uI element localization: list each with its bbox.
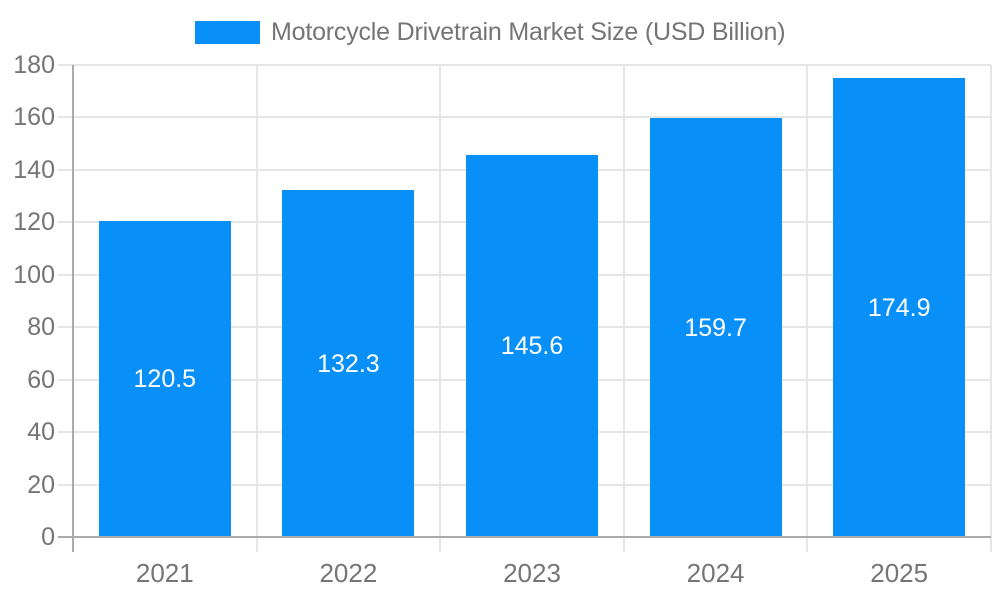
v-gridline bbox=[255, 65, 258, 552]
x-axis-tick-label: 2023 bbox=[503, 558, 561, 588]
y-axis-tick-label: 60 bbox=[27, 365, 55, 394]
bar[interactable] bbox=[649, 118, 782, 537]
v-gridline bbox=[806, 65, 809, 552]
y-axis-tick-label: 0 bbox=[41, 523, 55, 551]
bar-value-label: 174.9 bbox=[867, 293, 931, 322]
x-axis-tick-label: 2025 bbox=[870, 558, 929, 588]
x-axis-line bbox=[58, 536, 991, 538]
legend-item[interactable]: Motorcycle Drivetrain Market Size (USD B… bbox=[195, 14, 786, 50]
bar-value-label: 159.7 bbox=[684, 313, 747, 342]
y-axis-tick-label: 100 bbox=[13, 260, 55, 289]
bar[interactable] bbox=[833, 78, 966, 537]
y-axis-tick-label: 80 bbox=[27, 313, 55, 342]
legend-swatch bbox=[195, 20, 260, 44]
y-axis-tick-label: 120 bbox=[13, 208, 55, 237]
x-axis-tick-label: 2021 bbox=[135, 558, 194, 588]
bar-value-label: 132.3 bbox=[317, 349, 380, 378]
bar[interactable] bbox=[282, 190, 415, 537]
bar-value-label: 145.6 bbox=[500, 332, 564, 361]
bar-value-label: 120.5 bbox=[133, 365, 197, 393]
bar[interactable] bbox=[466, 155, 598, 537]
y-axis-tick-label: 140 bbox=[13, 155, 55, 184]
x-axis-tick-label: 2024 bbox=[686, 558, 745, 588]
v-gridline bbox=[439, 65, 442, 552]
h-gridline bbox=[58, 116, 991, 119]
h-gridline bbox=[58, 64, 991, 66]
y-axis-tick-label: 20 bbox=[27, 470, 55, 499]
v-gridline bbox=[990, 65, 992, 552]
v-gridline bbox=[622, 65, 625, 552]
legend-label: Motorcycle Drivetrain Market Size (USD B… bbox=[271, 18, 786, 46]
y-axis-line bbox=[72, 65, 74, 552]
y-axis-tick-label: 180 bbox=[13, 51, 55, 79]
bar[interactable] bbox=[98, 221, 231, 537]
y-axis-tick-label: 160 bbox=[13, 103, 55, 132]
y-axis-tick-label: 40 bbox=[27, 418, 55, 447]
x-axis-tick-label: 2022 bbox=[319, 558, 378, 588]
